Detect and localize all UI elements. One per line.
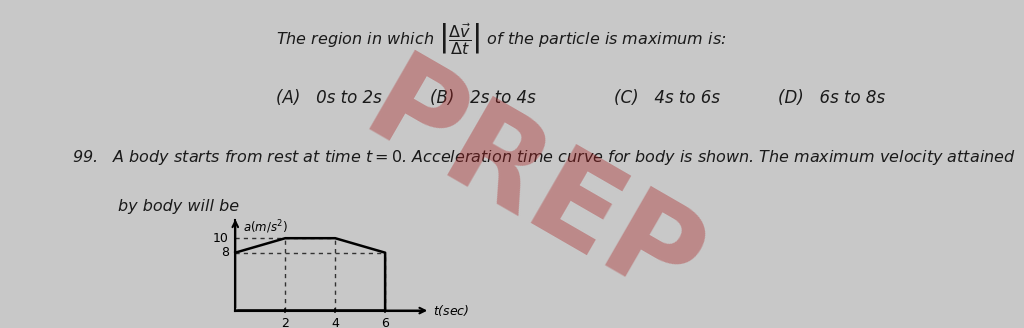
Text: The region in which $\left|\dfrac{\Delta\vec{v}}{\Delta t}\right|$ of the partic: The region in which $\left|\dfrac{\Delta… — [276, 22, 727, 57]
Text: 8: 8 — [221, 246, 229, 259]
Text: PREP: PREP — [344, 47, 721, 328]
Text: $a(m/s^2)$: $a(m/s^2)$ — [243, 218, 288, 236]
Text: 99.   A body starts from rest at time $t=0$. Acceleration time curve for body is: 99. A body starts from rest at time $t=0… — [72, 148, 1016, 167]
Text: (D)   6s to 8s: (D) 6s to 8s — [778, 90, 886, 107]
Text: (A)   0s to 2s: (A) 0s to 2s — [276, 90, 382, 107]
Text: 2: 2 — [282, 317, 289, 328]
Text: $t$(sec): $t$(sec) — [432, 303, 469, 318]
Text: (C)   4s to 6s: (C) 4s to 6s — [614, 90, 721, 107]
Text: 10: 10 — [213, 232, 229, 245]
Text: (B)   2s to 4s: (B) 2s to 4s — [430, 90, 536, 107]
Text: 4: 4 — [331, 317, 339, 328]
Text: by body will be: by body will be — [118, 199, 239, 214]
Text: 6: 6 — [381, 317, 389, 328]
